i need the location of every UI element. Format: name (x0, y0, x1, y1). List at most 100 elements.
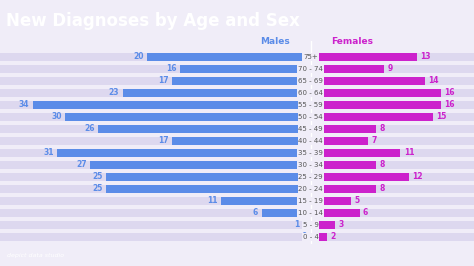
Text: 12: 12 (412, 172, 422, 181)
Text: 30 - 34: 30 - 34 (298, 162, 323, 168)
Text: 27: 27 (76, 160, 87, 169)
Text: 15 - 19: 15 - 19 (298, 198, 323, 204)
Bar (310, 233, 474, 241)
Bar (0, 89, 310, 97)
Text: 2: 2 (330, 232, 336, 242)
Bar (262, 209, 310, 217)
Text: 16: 16 (166, 64, 176, 73)
Text: 75+: 75+ (303, 54, 318, 60)
Text: 23: 23 (109, 88, 119, 97)
Bar (0, 77, 310, 85)
Bar (57, 149, 310, 157)
Bar (310, 185, 474, 193)
Text: 11: 11 (404, 148, 414, 157)
Text: 0 - 4: 0 - 4 (302, 234, 319, 240)
Text: 34: 34 (19, 100, 29, 109)
Bar (0, 161, 310, 169)
Text: 65 - 69: 65 - 69 (298, 78, 323, 84)
Bar (310, 149, 401, 157)
Text: 9: 9 (387, 64, 392, 73)
Bar (106, 173, 310, 181)
Text: depict data studio: depict data studio (7, 253, 64, 257)
Bar (0, 209, 310, 217)
Text: 5 - 9: 5 - 9 (302, 222, 319, 228)
Text: 20 - 24: 20 - 24 (298, 186, 323, 192)
Bar (0, 113, 310, 121)
Bar (310, 221, 474, 229)
Text: 15: 15 (437, 113, 447, 121)
Bar (0, 173, 310, 181)
Bar (310, 149, 474, 157)
Bar (310, 124, 474, 133)
Bar (0, 233, 310, 241)
Text: 30: 30 (52, 113, 62, 121)
Bar (310, 136, 368, 145)
Bar (310, 89, 474, 97)
Text: 70 - 74: 70 - 74 (298, 66, 323, 72)
Bar (65, 113, 310, 121)
Bar (221, 197, 310, 205)
Text: 14: 14 (428, 76, 439, 85)
Text: New Diagnoses by Age and Sex: New Diagnoses by Age and Sex (6, 12, 300, 30)
Text: 8: 8 (379, 124, 384, 133)
Text: 8: 8 (379, 160, 384, 169)
Bar (98, 124, 310, 133)
Text: 11: 11 (207, 197, 218, 205)
Bar (310, 89, 441, 97)
Bar (310, 113, 433, 121)
Bar (310, 161, 474, 169)
Bar (310, 101, 474, 109)
Bar (310, 185, 376, 193)
Text: 55 - 59: 55 - 59 (298, 102, 323, 108)
Text: 25 - 29: 25 - 29 (298, 174, 323, 180)
Bar (310, 209, 360, 217)
Text: 0: 0 (302, 232, 307, 242)
Text: 16: 16 (445, 88, 455, 97)
Bar (310, 124, 376, 133)
Text: 5: 5 (355, 197, 360, 205)
Bar (310, 77, 474, 85)
Text: 17: 17 (158, 136, 168, 146)
Text: 7: 7 (371, 136, 376, 146)
Bar (0, 197, 310, 205)
Text: 20: 20 (133, 52, 144, 61)
Bar (310, 161, 376, 169)
Text: 45 - 49: 45 - 49 (298, 126, 323, 132)
Bar (0, 65, 310, 73)
Bar (310, 101, 441, 109)
Bar (172, 77, 310, 85)
Text: 17: 17 (158, 76, 168, 85)
Bar (310, 221, 335, 229)
Bar (310, 173, 409, 181)
Bar (33, 101, 310, 109)
Text: 40 - 44: 40 - 44 (298, 138, 323, 144)
Text: 31: 31 (44, 148, 54, 157)
Text: 6: 6 (253, 209, 258, 218)
Bar (310, 173, 474, 181)
Bar (0, 149, 310, 157)
Bar (147, 52, 310, 61)
Text: 6: 6 (363, 209, 368, 218)
Bar (310, 233, 327, 241)
Text: 8: 8 (379, 184, 384, 193)
Bar (310, 77, 425, 85)
Text: 1: 1 (294, 221, 299, 230)
Bar (123, 89, 310, 97)
Bar (172, 136, 310, 145)
Text: 10 - 14: 10 - 14 (298, 210, 323, 216)
Bar (0, 124, 310, 133)
Bar (310, 113, 474, 121)
Bar (310, 52, 474, 61)
Bar (310, 65, 384, 73)
Bar (310, 197, 351, 205)
Text: 16: 16 (445, 100, 455, 109)
Bar (310, 136, 474, 145)
Bar (310, 197, 474, 205)
Bar (310, 209, 474, 217)
Bar (180, 65, 310, 73)
Bar (106, 185, 310, 193)
Bar (0, 136, 310, 145)
Text: Males: Males (260, 37, 290, 46)
Bar (0, 185, 310, 193)
Text: 60 - 64: 60 - 64 (298, 90, 323, 96)
